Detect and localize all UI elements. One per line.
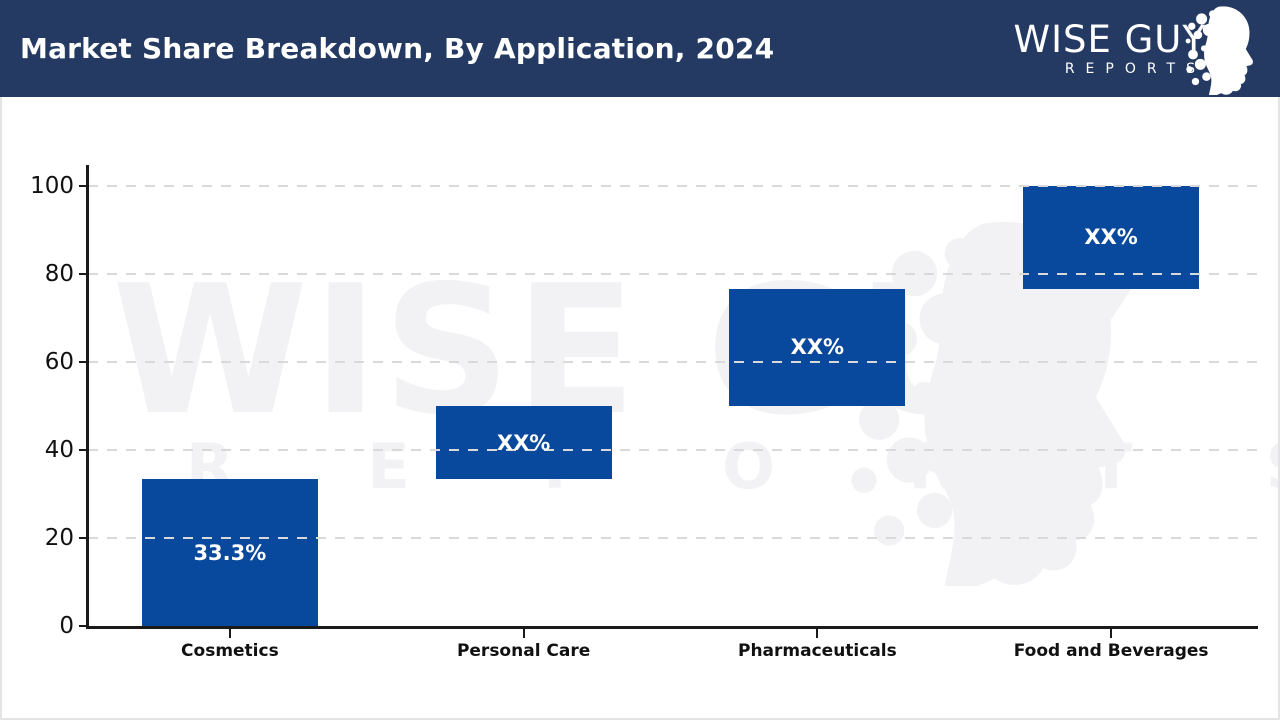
bar-value-label: XX% [1084,225,1138,250]
bar-segment [141,479,318,626]
y-axis-tick [79,273,88,275]
gridline [88,273,1258,275]
x-axis-tick [228,629,231,638]
x-axis-category-label: Cosmetics [181,641,279,661]
bar-segment [729,288,906,406]
x-axis-category-label: Personal Care [456,641,591,661]
bar-value-label: 33.3% [193,540,267,565]
header: Market Share Breakdown, By Application, … [0,0,1280,97]
gridline [88,185,1258,187]
bar-value-label: XX% [496,430,551,455]
x-axis-category-label: Pharmaceuticals [737,641,897,661]
x-axis-tick [1110,629,1113,638]
y-axis-tick [79,185,88,187]
y-axis-tick-label: 80 [44,261,74,287]
brand-subname: REPORTS [1064,60,1206,77]
y-axis-tick-label: 40 [44,437,74,463]
chart-title: Market Share Breakdown, By Application, … [20,32,775,65]
y-axis-tick [79,449,88,451]
y-axis-tick [79,537,88,539]
y-axis-line [86,165,89,629]
bar-segment [1023,186,1200,289]
y-axis-tick-label: 60 [44,349,74,375]
brand-logo-text: WISE GUY REPORTS [1014,21,1206,77]
x-axis-line [86,626,1258,629]
x-axis-category-label: Food and Beverages [1013,641,1209,661]
plot-area: 0 20 40 60 80 100 33.3% Cosmetics XX% Personal Ca… [0,97,1280,720]
brand-head-icon [1185,5,1253,95]
watermark-head-icon [848,221,1126,586]
gridline [88,537,1258,539]
brand-name: WISE GUY [1013,17,1206,61]
brand-logo: WISE GUY REPORTS [1014,0,1268,97]
x-axis-tick [816,629,819,638]
y-axis-tick-label: 20 [44,525,74,551]
x-axis-tick [522,629,525,638]
bar-value-label: XX% [790,335,845,360]
y-axis-tick [79,625,88,627]
y-axis-tick [79,361,88,363]
gridline [88,361,1258,363]
gridline [88,449,1258,451]
y-axis-tick-label: 100 [30,173,74,199]
y-axis-tick-label: 0 [59,613,74,639]
bar-segment [435,406,612,480]
